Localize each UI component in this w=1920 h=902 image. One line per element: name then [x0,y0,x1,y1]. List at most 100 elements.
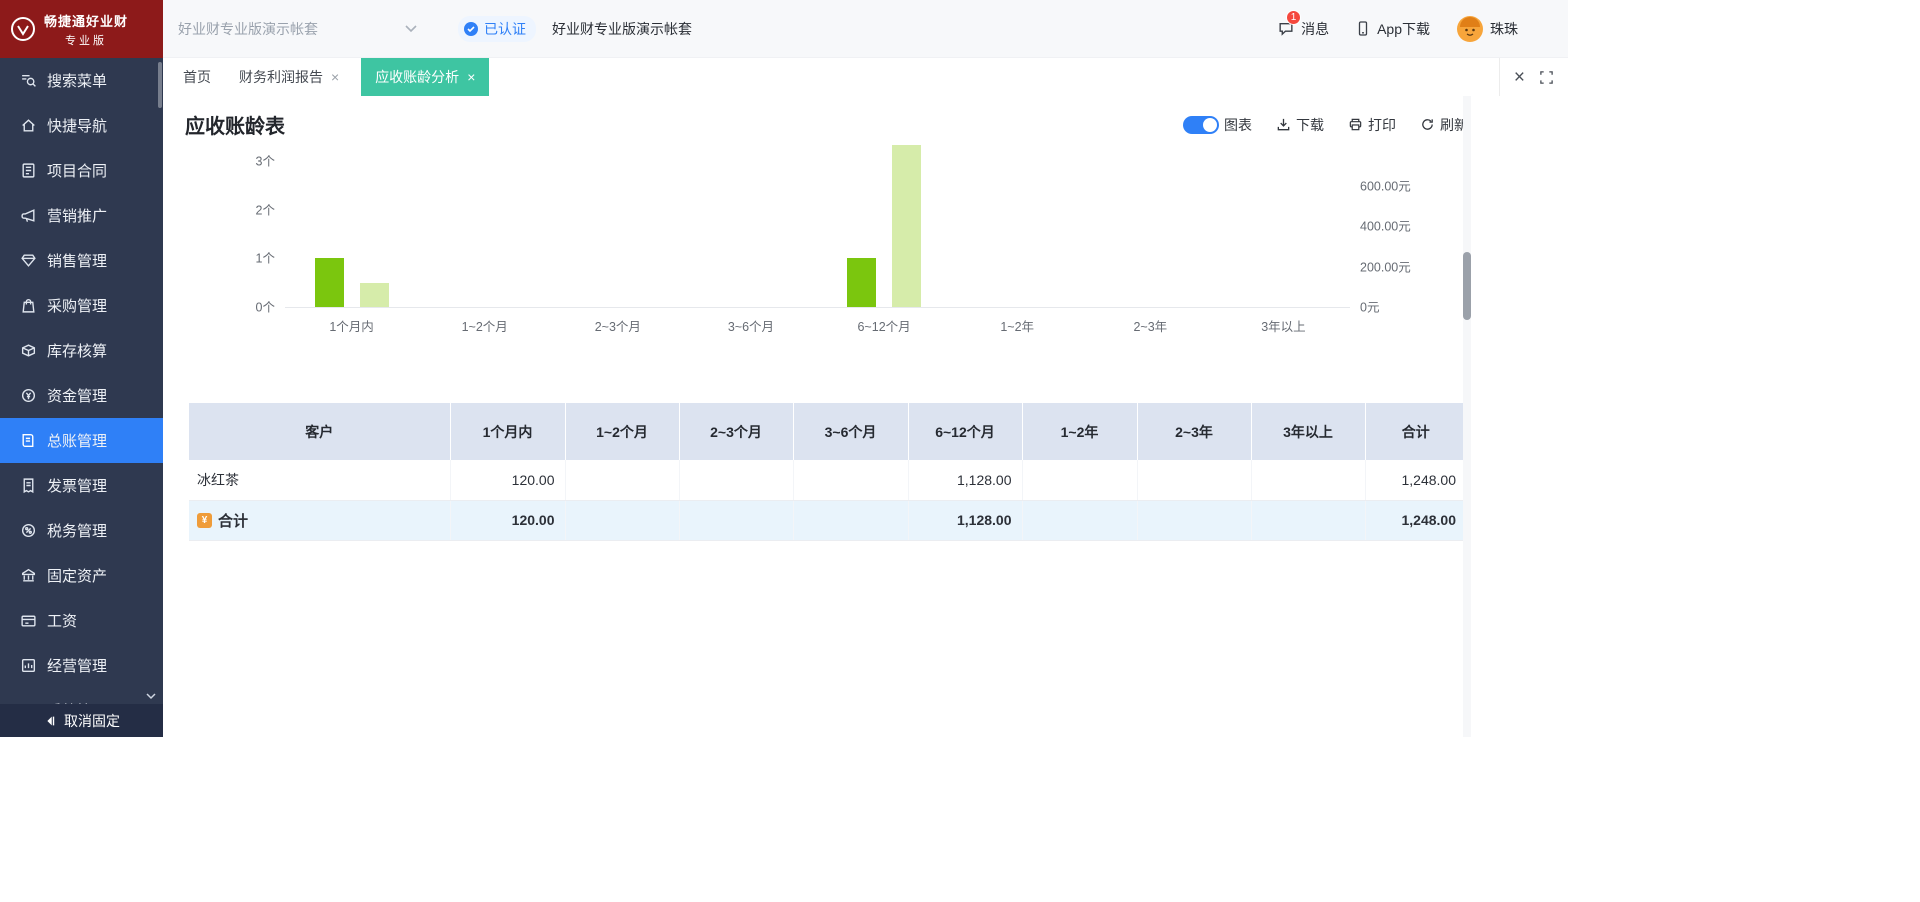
tabbar-actions: × [1498,58,1568,96]
total-amount-cell: 1,248.00 [1365,500,1466,541]
sidebar-item-salary[interactable]: 工资 [0,598,163,643]
content-scrollbar-track[interactable] [1463,96,1471,737]
download-label: 下载 [1296,116,1324,133]
aging-chart: 0个 1个 2个 3个 0元 200.00元 400.00元 600.00元 1个月内 1~2… [163,145,1568,335]
total-label-cell: ¥ 合计 [189,510,450,531]
unpin-sidebar-button[interactable]: 取消固定 [0,704,163,737]
username: 珠珠 [1490,20,1518,37]
messages-button[interactable]: 1 消息 [1277,9,1330,39]
toolbar: 图表 下载 打印 刷新 [1183,115,1468,135]
sidebar-item-fixed-assets[interactable]: 固定资产 [0,553,163,598]
sidebar-item-label: 营销推广 [47,208,108,225]
total-amount-cell [793,500,909,541]
sidebar-item-invoice[interactable]: 发票管理 [0,463,163,508]
print-label: 打印 [1368,116,1396,133]
verified-badge: 已认证 [458,15,536,42]
tab-home[interactable]: 首页 [169,58,225,96]
sidebar-item-label: 项目合同 [47,163,108,180]
sidebar-item-funds[interactable]: 资金管理 [0,373,163,418]
sidebar-item-quick-nav[interactable]: 快捷导航 [0,103,163,148]
sidebar-item-general-ledger[interactable]: 总账管理 [0,418,163,463]
tab-close-icon[interactable]: × [331,69,340,85]
chart-category-label: 1个月内 [329,320,374,334]
sidebar-item-system[interactable]: 系统管理 [0,688,163,704]
sidebar-item-label: 发票管理 [47,478,108,495]
table-header-cell: 1~2年 [1022,403,1138,460]
chart-category-label: 2~3个月 [594,320,641,334]
chart-right-axis: 0元 200.00元 400.00元 600.00元 [1360,145,1450,315]
sidebar-item-label: 资金管理 [47,388,108,405]
account-set-dropdown[interactable]: 好业财专业版演示帐套 [178,19,418,39]
total-amount-cell [1022,500,1138,541]
amount-cell: 1,248.00 [1365,460,1466,501]
amount-cell: 1,128.00 [908,460,1023,501]
chart-category-label: 1~2个月 [461,320,508,334]
tab-profit-report[interactable]: 财务利润报告 × [225,58,353,96]
total-amount-cell [565,500,680,541]
total-amount-cell [1251,500,1366,541]
table-header-cell: 客户 [189,403,451,460]
refresh-button[interactable]: 刷新 [1420,115,1468,135]
phone-icon [1358,21,1368,36]
menu-scroll-down-chevron-icon[interactable] [145,692,157,700]
table-body: 冰红茶 120.00 1,128.00 1,248.00 ¥ 合计 120.00 1,128.… [189,460,1466,541]
app-download-label: App下载 [1377,20,1430,37]
app-download-button[interactable]: App下载 [1355,19,1430,39]
aging-table: 客户 1个月内 1~2个月 2~3个月 3~6个月 6~12个月 1~2年 2~3年 3年以上合… [189,403,1466,541]
table-row: 冰红茶 120.00 1,128.00 1,248.00 [189,460,1466,501]
chart-toggle-label: 图表 [1224,116,1252,133]
page-title: 应收账龄表 [185,116,285,138]
sidebar-item-label: 税务管理 [47,523,108,540]
tab-aging-analysis[interactable]: 应收账龄分析 × [361,58,490,96]
chart-toggle-switch[interactable] [1183,115,1219,134]
sidebar-item-label: 经营管理 [47,658,108,675]
sidebar-item-project-contract[interactable]: 项目合同 [0,148,163,193]
sidebar-item-tax[interactable]: 税务管理 [0,508,163,553]
account-set-title: 好业财专业版演示帐套 [552,20,692,37]
sales-tag-icon [21,254,36,267]
print-button[interactable]: 打印 [1348,115,1396,135]
page-header: 应收账龄表 图表 下载 打印 刷新 [163,96,1568,139]
chart-right-tick: 600.00元 [1360,179,1411,194]
brand-name: 畅捷通好业财 专业版 [44,11,128,48]
sidebar-scrollbar-thumb[interactable] [158,62,162,108]
messages-label: 消息 [1301,20,1330,37]
amount-cell [1137,460,1252,501]
content-scrollbar-thumb[interactable] [1463,252,1471,320]
table-header-cell: 6~12个月 [908,403,1023,460]
total-amount-cell [1137,500,1252,541]
amount-cell [1251,460,1366,501]
total-label: 合计 [218,512,249,530]
sidebar-item-purchase[interactable]: 采购管理 [0,283,163,328]
download-button[interactable]: 下载 [1276,115,1324,135]
table-header-cell: 1~2个月 [565,403,680,460]
tab-close-icon[interactable]: × [467,69,476,85]
amount-cell [565,460,680,501]
fullscreen-icon[interactable] [1539,70,1554,85]
user-menu[interactable]: 珠珠 [1456,15,1518,43]
sidebar-item-label: 搜索菜单 [47,73,108,90]
chart-plot [285,145,1350,308]
sidebar-item-operations[interactable]: 经营管理 [0,643,163,688]
sidebar-item-sales[interactable]: 销售管理 [0,238,163,283]
sidebar-item-search-menu[interactable]: 搜索菜单 [0,58,163,103]
brand-logo-icon [11,17,35,41]
megaphone-icon [21,209,35,222]
contract-icon [22,163,35,178]
table-header-cell: 1个月内 [450,403,566,460]
sidebar-item-marketing[interactable]: 营销推广 [0,193,163,238]
chart-category-label: 3~6个月 [727,320,775,334]
chart-right-tick: 200.00元 [1360,260,1411,275]
close-all-tabs-icon[interactable]: × [1513,66,1525,88]
tab-label: 应收账龄分析 [375,69,460,85]
chart-left-axis: 0个 1个 2个 3个 [221,145,275,315]
chart-category-label: 1~2年 [1000,320,1035,334]
total-amount-cell [679,500,794,541]
sidebar-item-label: 库存核算 [47,343,108,360]
home-icon [22,119,35,132]
brand-line1: 畅捷通好业财 [44,13,129,29]
sidebar-item-inventory[interactable]: 库存核算 [0,328,163,373]
chevron-down-icon [405,25,417,33]
bar-amount [892,145,922,307]
refresh-icon [1422,119,1433,130]
